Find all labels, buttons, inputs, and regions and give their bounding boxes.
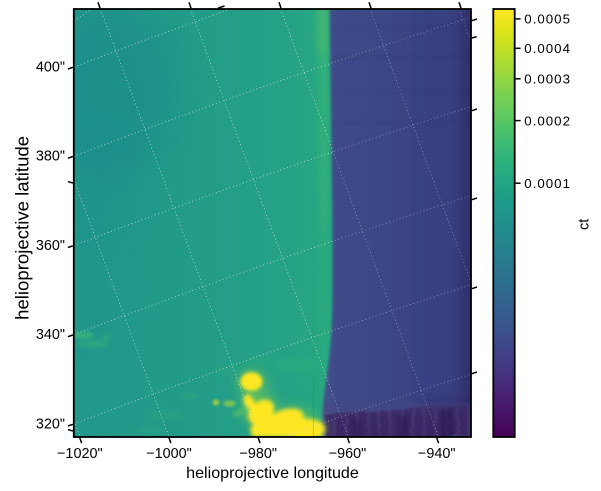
svg-text:0.0002: 0.0002 xyxy=(524,113,571,128)
svg-text:−960": −960" xyxy=(329,446,367,462)
svg-text:helioprojective longitude: helioprojective longitude xyxy=(186,464,359,482)
svg-text:0.0001: 0.0001 xyxy=(524,176,571,191)
svg-text:0.0003: 0.0003 xyxy=(524,72,571,87)
svg-text:400": 400" xyxy=(36,59,65,75)
svg-text:−1000": −1000" xyxy=(146,446,192,462)
svg-text:0.0004: 0.0004 xyxy=(524,41,571,56)
svg-text:−980": −980" xyxy=(239,446,277,462)
svg-text:320": 320" xyxy=(36,416,65,432)
svg-text:360": 360" xyxy=(36,238,65,254)
svg-text:ct: ct xyxy=(577,219,593,230)
svg-text:−1020": −1020" xyxy=(57,446,103,462)
svg-text:helioprojective latitude: helioprojective latitude xyxy=(12,136,33,320)
svg-text:0.0005: 0.0005 xyxy=(524,12,571,27)
svg-text:340": 340" xyxy=(36,327,65,343)
svg-text:380": 380" xyxy=(36,149,65,165)
svg-text:−940": −940" xyxy=(418,446,456,462)
